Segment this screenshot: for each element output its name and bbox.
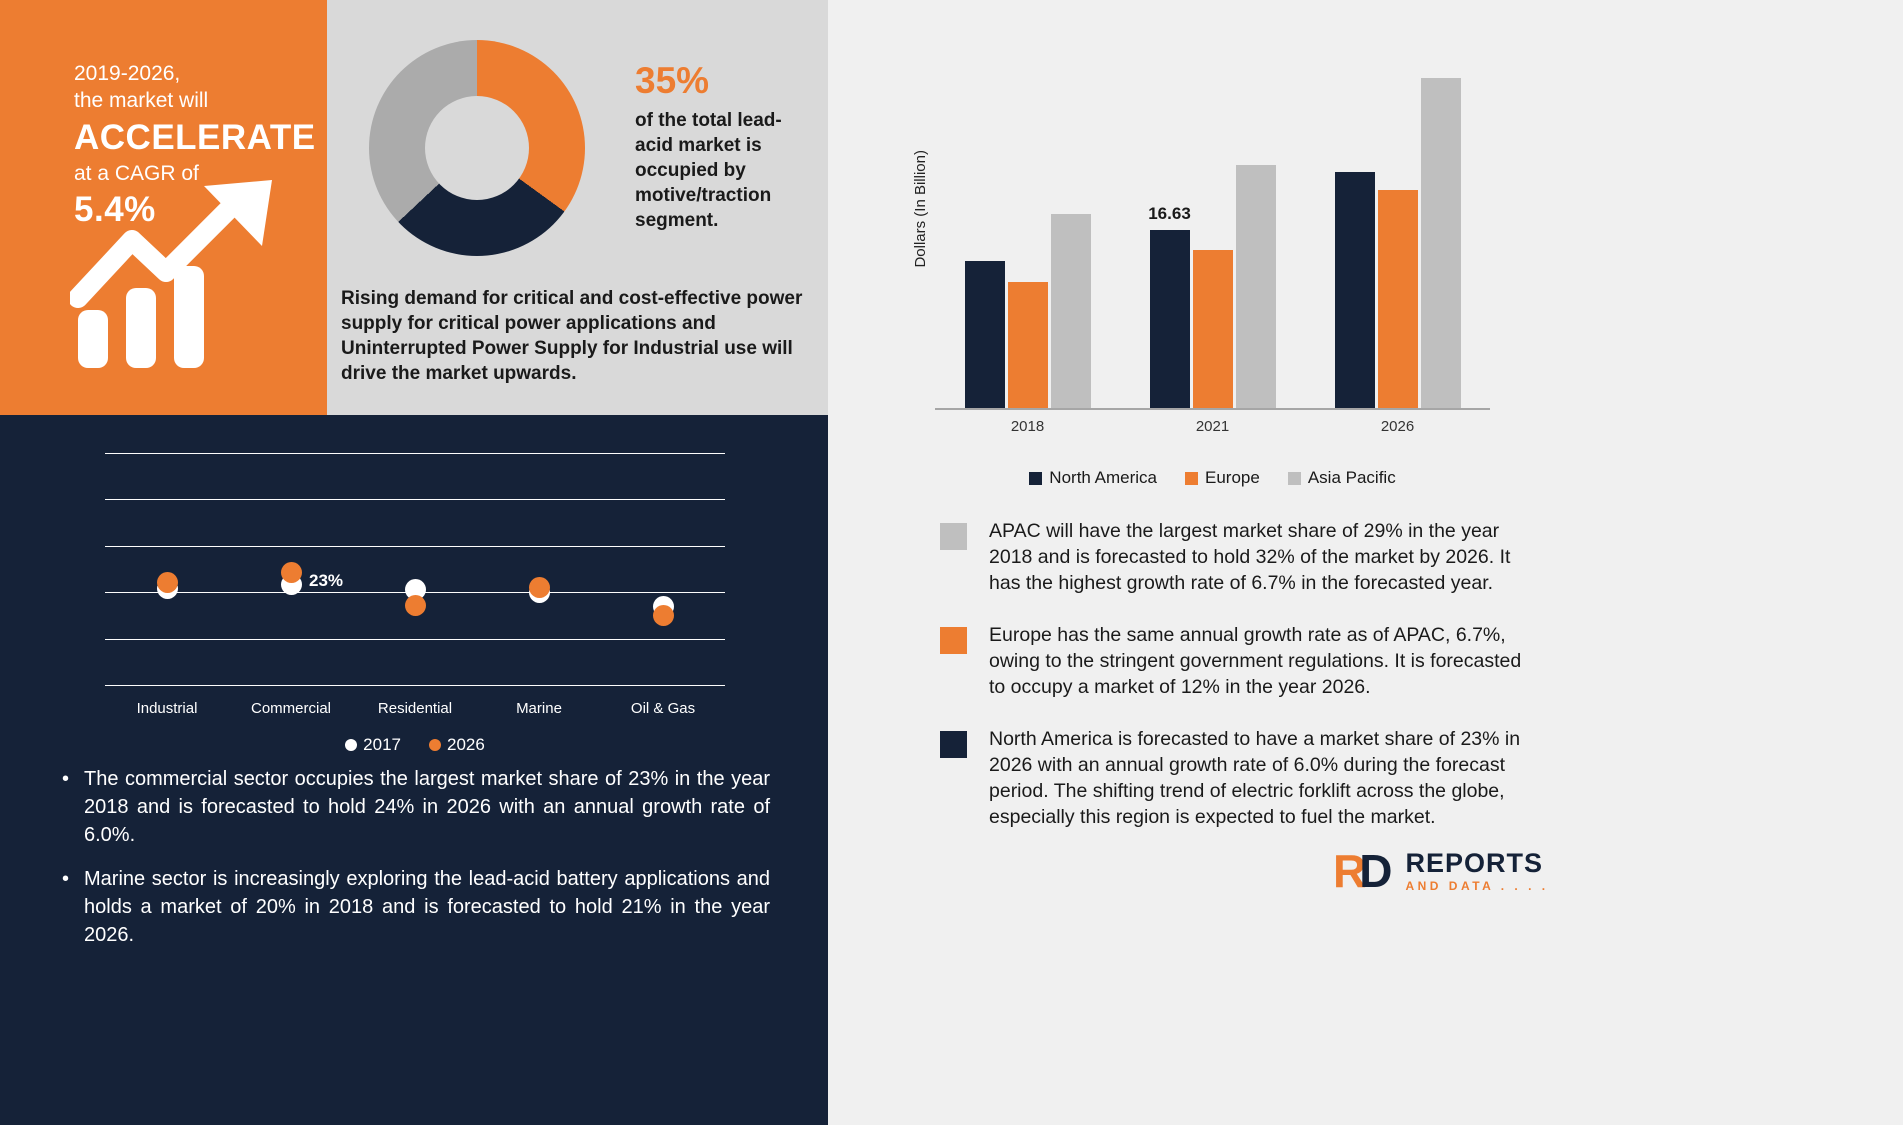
cagr-years: 2019-2026,	[74, 62, 181, 85]
region-note-text: APAC will have the largest market share …	[989, 520, 1511, 594]
dot-plot-category-commercial: Commercial	[250, 700, 331, 717]
legend-label: 2026	[447, 735, 485, 754]
segment-stat-value: 35%	[635, 60, 710, 101]
dot-legend-item-2026: 2026	[429, 735, 485, 755]
dot-plot-categories: Industrial Commercial Residential Marine Oil…	[105, 700, 725, 717]
dot-2026-residential	[404, 594, 426, 616]
legend-dot-2026	[429, 739, 441, 751]
legend-swatch-asia-pacific	[1287, 471, 1301, 485]
legend-swatch-north-america	[1029, 471, 1043, 485]
segment-stat-caption: of the total lead-acid market is occupie…	[635, 110, 782, 231]
dot-2026-oil-gas	[652, 604, 674, 626]
bar-europe-2021	[1192, 250, 1233, 408]
bar-asia-pacific-2021	[1235, 164, 1276, 408]
bar-axis-label-2021: 2021	[1195, 418, 1230, 435]
logo-text-block: REPORTS AND DATA . . . .	[1405, 848, 1549, 893]
bar-europe-2018	[1007, 281, 1048, 408]
bar-group-2021: 16.63	[1120, 65, 1305, 408]
region-note: APAC will have the largest market share …	[940, 518, 1522, 596]
gridline	[105, 499, 725, 501]
bar-asia-pacific-2026	[1420, 77, 1461, 408]
bar-group-2026	[1305, 65, 1490, 408]
region-panel: Dollars (In Billion) 16.63 2018 2021 2026 …	[828, 0, 1903, 1125]
legend-label: Europe	[1205, 468, 1260, 487]
dot-2026-marine	[528, 577, 550, 599]
cagr-caption: at a CAGR of	[74, 162, 199, 186]
bar-legend-item-europe: Europe	[1185, 468, 1260, 488]
legend-dot-2017	[345, 739, 358, 751]
bar-plot: 16.63	[935, 65, 1490, 410]
cagr-text-block: 2019-2026, the market will ACCELERATE at…	[0, 0, 327, 233]
logo-title: REPORTS	[1405, 848, 1543, 879]
bar-chart-xlabels: 2018 2021 2026	[935, 418, 1490, 435]
gridline	[105, 545, 725, 547]
segment-panel: 35% of the total lead-acid market is occ…	[327, 0, 828, 415]
gridline	[105, 685, 725, 686]
reports-and-data-icon: RD	[1333, 845, 1393, 897]
bar-axis-label-2018: 2018	[1010, 418, 1045, 435]
bar-group-2018	[935, 65, 1120, 408]
bar-legend-item-north-america: North America	[1029, 468, 1157, 488]
dot-plot-category-marine: Marine	[516, 700, 562, 717]
bar-north-america-2026	[1334, 172, 1375, 408]
sector-bullets: The commercial sector occupies the large…	[58, 765, 770, 965]
growth-arrow-icon	[70, 180, 272, 368]
bar-chart-legend: North America Europe Asia Pacific	[935, 468, 1490, 488]
legend-swatch-europe	[1185, 471, 1198, 485]
region-note: North America is forecasted to have a ma…	[940, 726, 1522, 830]
legend-label: 2017	[363, 735, 401, 754]
bar-axis-label-2026: 2026	[1380, 418, 1415, 435]
region-notes: APAC will have the largest market share …	[940, 518, 1522, 856]
region-note-swatch	[940, 627, 967, 654]
cagr-value: 5.4%	[74, 190, 156, 230]
legend-label: North America	[1049, 468, 1157, 487]
dot-plot-category-residential: Residential	[377, 700, 453, 717]
reports-and-data-logo: RD REPORTS AND DATA . . . .	[1333, 848, 1549, 894]
region-note: Europe has the same annual growth rate a…	[940, 622, 1522, 700]
segment-stat-block: 35% of the total lead-acid market is occ…	[635, 60, 803, 233]
region-note-text: North America is forecasted to have a ma…	[989, 728, 1521, 828]
bar-north-america-2021: 16.63	[1148, 204, 1191, 408]
dot-2026-commercial	[280, 562, 302, 584]
dot-legend-item-2017: 2017	[345, 735, 401, 755]
legend-label: Asia Pacific	[1307, 468, 1396, 487]
bar-asia-pacific-2018	[1050, 214, 1091, 408]
bar-value-label: 16.63	[1148, 203, 1191, 223]
logo-subtitle: AND DATA . . . .	[1405, 878, 1549, 893]
cagr-intro: the market will	[74, 89, 209, 113]
cagr-accelerate: ACCELERATE	[74, 117, 316, 157]
sector-panel: 23% Industrial Commercial Residential Marin…	[0, 415, 828, 1125]
sector-bullet: Marine sector is increasingly exploring …	[58, 865, 770, 949]
region-note-text: Europe has the same annual growth rate a…	[989, 624, 1522, 698]
dot-plot-legend: 2017 2026	[105, 735, 725, 755]
bar-europe-2026	[1377, 190, 1418, 408]
bar-north-america-2018	[964, 261, 1005, 408]
dot-2026-industrial	[156, 571, 178, 593]
region-note-swatch	[940, 523, 967, 550]
sector-bullet: The commercial sector occupies the large…	[58, 765, 770, 849]
dot-plot-category-oil-gas: Oil & Gas	[630, 700, 696, 717]
bar-legend-item-asia-pacific: Asia Pacific	[1287, 468, 1396, 488]
gridline	[105, 638, 725, 640]
dot-annotation: 23%	[309, 570, 344, 590]
dot-2017-residential	[404, 578, 426, 600]
region-note-swatch	[940, 731, 967, 758]
cagr-panel: 2019-2026, the market will ACCELERATE at…	[0, 0, 327, 415]
bar-chart-ylabel: Dollars (In Billion)	[912, 150, 929, 268]
dot-plot-area: 23%	[105, 453, 725, 686]
dot-plot-category-industrial: Industrial	[136, 700, 198, 717]
donut-chart	[369, 40, 585, 256]
demand-paragraph: Rising demand for critical and cost-effe…	[341, 288, 803, 384]
gridline	[105, 453, 725, 454]
